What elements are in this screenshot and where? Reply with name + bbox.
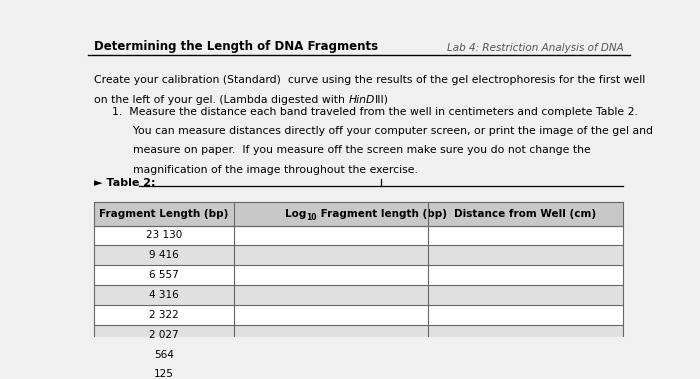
Text: 10: 10	[306, 213, 316, 222]
Text: HinD: HinD	[349, 94, 375, 105]
Text: 6 557: 6 557	[149, 270, 179, 280]
Text: 1.  Measure the distance each band traveled from the well in centimeters and com: 1. Measure the distance each band travel…	[112, 107, 638, 117]
Text: on the left of your gel. (Lambda digested with: on the left of your gel. (Lambda digeste…	[94, 94, 349, 105]
Text: measure on paper.  If you measure off the screen make sure you do not change the: measure on paper. If you measure off the…	[112, 145, 591, 155]
Bar	[94, 202, 624, 226]
Bar	[94, 305, 624, 325]
Text: III): III)	[374, 94, 388, 105]
Text: Create your calibration (Standard)  curve using the results of the gel electroph: Create your calibration (Standard) curve…	[94, 75, 645, 85]
Text: 2 322: 2 322	[149, 310, 179, 320]
Text: 2 027: 2 027	[149, 330, 179, 340]
Text: 125: 125	[154, 370, 174, 379]
Text: 564: 564	[154, 349, 174, 360]
Bar	[94, 285, 624, 305]
Text: Log: Log	[285, 208, 306, 219]
Text: Distance from Well (cm): Distance from Well (cm)	[454, 208, 596, 219]
Text: Lab 4: Restriction Analysis of DNA: Lab 4: Restriction Analysis of DNA	[447, 43, 624, 53]
Bar	[94, 226, 624, 245]
Text: Fragment length (bp): Fragment length (bp)	[316, 208, 447, 219]
Bar	[94, 345, 624, 365]
Text: 9 416: 9 416	[149, 250, 179, 260]
Bar	[94, 325, 624, 345]
Bar	[94, 265, 624, 285]
Bar	[94, 245, 624, 265]
Text: Fragment Length (bp): Fragment Length (bp)	[99, 208, 229, 219]
Text: 4 316: 4 316	[149, 290, 179, 300]
Bar	[94, 365, 624, 379]
Text: 23 130: 23 130	[146, 230, 182, 240]
Text: Determining the Length of DNA Fragments: Determining the Length of DNA Fragments	[94, 40, 378, 53]
Text: magnification of the image throughout the exercise.: magnification of the image throughout th…	[112, 164, 418, 175]
Text: You can measure distances directly off your computer screen, or print the image : You can measure distances directly off y…	[112, 126, 653, 136]
Text: ► Table 2:: ► Table 2:	[94, 178, 155, 188]
